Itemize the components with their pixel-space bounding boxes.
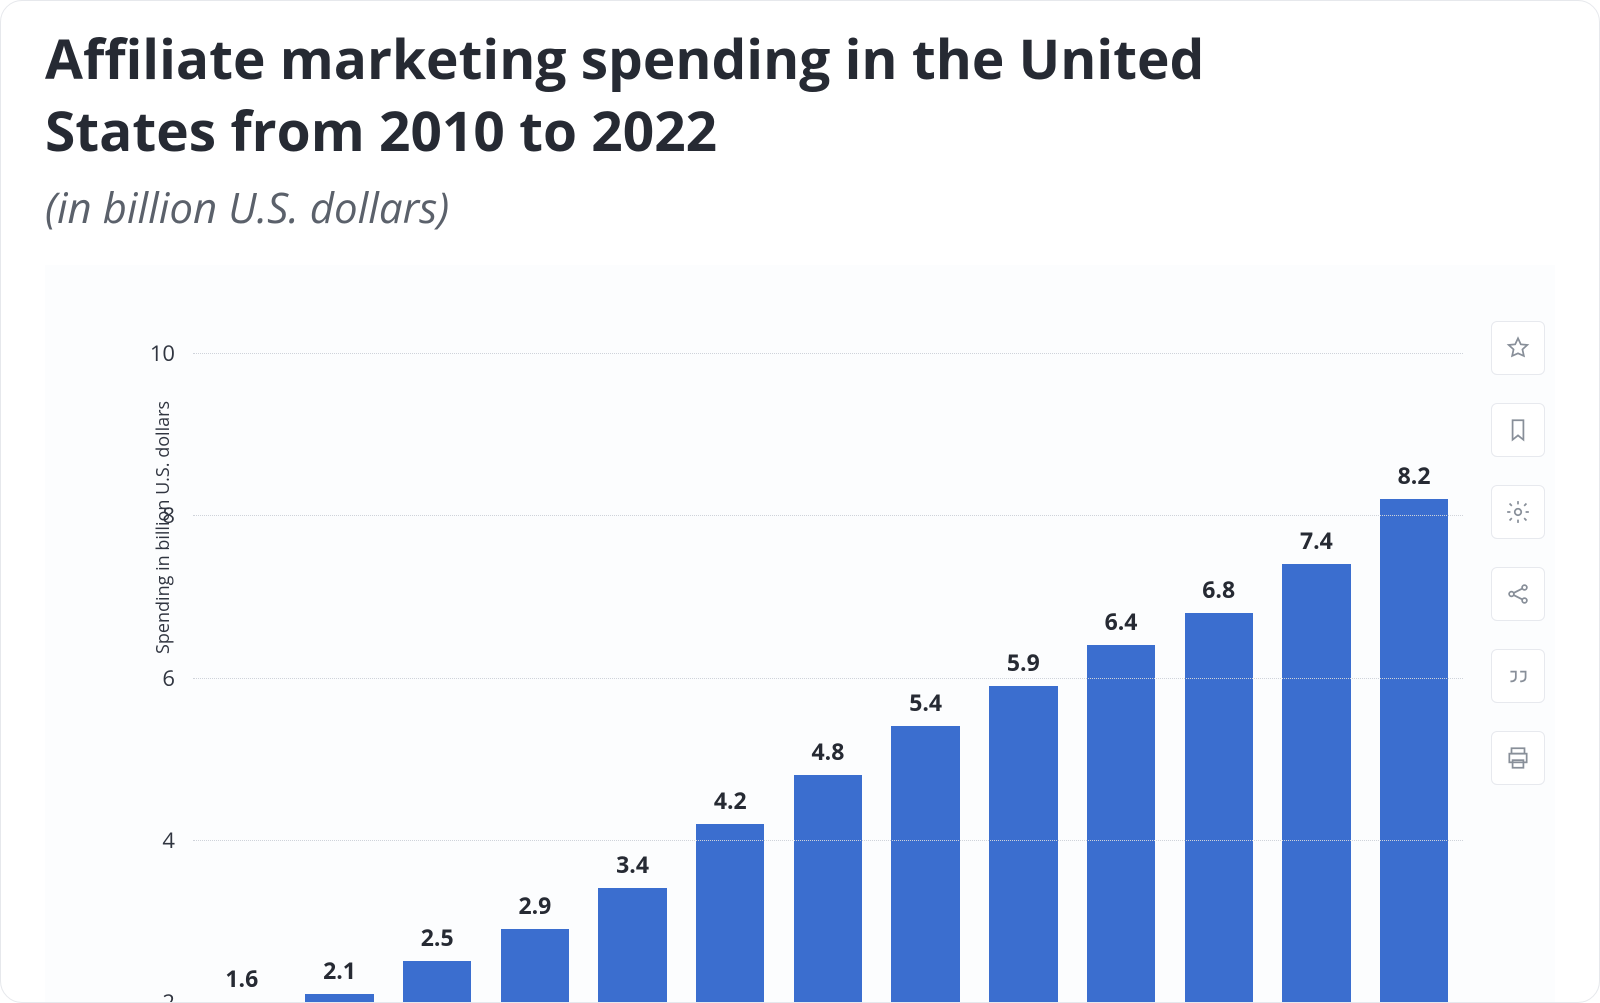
bar — [1380, 499, 1448, 1002]
chart-card: Affiliate marketing spending in the Unit… — [0, 0, 1600, 1003]
bar — [1282, 564, 1350, 1002]
favorite-button[interactable] — [1491, 321, 1545, 375]
bar — [305, 994, 373, 1002]
bar-value-label: 1.6 — [225, 962, 258, 994]
bar — [1087, 645, 1155, 1002]
settings-button[interactable] — [1491, 485, 1545, 539]
bar-value-label: 2.5 — [421, 921, 454, 953]
bar — [696, 824, 764, 1002]
bar — [403, 961, 471, 1002]
bar-value-label: 5.4 — [909, 686, 942, 718]
bookmark-button[interactable] — [1491, 403, 1545, 457]
chart-subtitle: (in billion U.S. dollars) — [45, 179, 449, 236]
y-tick-label: 6 — [162, 663, 193, 693]
chart-title: Affiliate marketing spending in the Unit… — [45, 23, 1305, 166]
gridline — [193, 515, 1463, 516]
bar-value-label: 6.8 — [1202, 573, 1235, 605]
bar — [794, 775, 862, 1002]
bar-value-label: 4.2 — [714, 784, 747, 816]
bar-value-label: 5.9 — [1007, 646, 1040, 678]
gridline — [193, 353, 1463, 354]
gridline — [193, 840, 1463, 841]
bar-value-label: 3.4 — [616, 848, 649, 880]
bar-value-label: 2.9 — [518, 889, 551, 921]
y-tick-label: 8 — [162, 500, 193, 530]
quote-icon — [1505, 663, 1531, 689]
bar — [598, 888, 666, 1002]
star-icon — [1505, 335, 1531, 361]
gridline — [193, 678, 1463, 679]
chart-toolbar — [1491, 321, 1543, 785]
bar-value-label: 8.2 — [1398, 459, 1431, 491]
bar — [1185, 613, 1253, 1002]
settings-icon — [1505, 499, 1531, 525]
share-button[interactable] — [1491, 567, 1545, 621]
bar-value-label: 4.8 — [812, 735, 845, 767]
bar — [989, 686, 1057, 1002]
plot-background: Spending in billion U.S. dollars 1.62.12… — [45, 265, 1555, 1002]
plot-area: 1.62.12.52.93.44.24.85.45.96.46.87.48.2 … — [193, 353, 1463, 1002]
bar-value-label: 2.1 — [323, 954, 356, 986]
y-tick-label: 10 — [150, 338, 193, 368]
y-tick-label: 2 — [162, 987, 193, 1003]
bar — [501, 929, 569, 1002]
share-icon — [1505, 581, 1531, 607]
print-icon — [1505, 745, 1531, 771]
bar-value-label: 7.4 — [1300, 524, 1333, 556]
y-tick-label: 4 — [162, 825, 193, 855]
bookmark-icon — [1505, 417, 1531, 443]
bar — [891, 726, 959, 1002]
citation-button[interactable] — [1491, 649, 1545, 703]
bar-value-label: 6.4 — [1105, 605, 1138, 637]
print-button[interactable] — [1491, 731, 1545, 785]
